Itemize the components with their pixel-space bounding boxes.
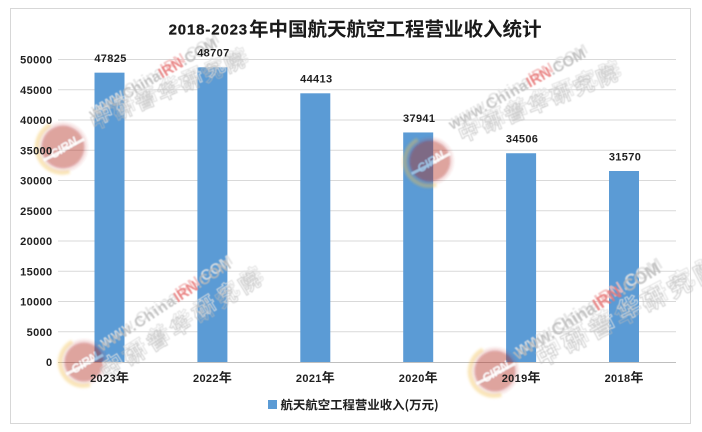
svg-text:2018-2023: 2018-2023 — [169, 22, 248, 39]
svg-text:31570: 31570 — [609, 151, 641, 163]
svg-text:34506: 34506 — [506, 134, 538, 146]
svg-text:5000: 5000 — [27, 327, 53, 339]
svg-text:44413: 44413 — [300, 74, 332, 86]
svg-text:2019: 2019 — [502, 373, 528, 385]
svg-text:25000: 25000 — [20, 206, 52, 218]
svg-text:0: 0 — [46, 357, 52, 369]
svg-text:10000: 10000 — [20, 297, 52, 309]
svg-text:40000: 40000 — [20, 115, 52, 127]
svg-text:15000: 15000 — [20, 266, 52, 278]
svg-text:2023: 2023 — [90, 373, 116, 385]
svg-text:50000: 50000 — [20, 55, 52, 67]
svg-text:2022: 2022 — [193, 373, 219, 385]
svg-text:2018: 2018 — [605, 373, 631, 385]
svg-text:2020: 2020 — [399, 373, 425, 385]
svg-text:37941: 37941 — [403, 113, 435, 125]
svg-text:45000: 45000 — [20, 85, 52, 97]
svg-text:35000: 35000 — [20, 145, 52, 157]
svg-text:48707: 48707 — [197, 48, 229, 60]
svg-text:47825: 47825 — [94, 53, 126, 65]
svg-text:20000: 20000 — [20, 236, 52, 248]
svg-text:30000: 30000 — [20, 176, 52, 188]
svg-text:2021: 2021 — [296, 373, 322, 385]
